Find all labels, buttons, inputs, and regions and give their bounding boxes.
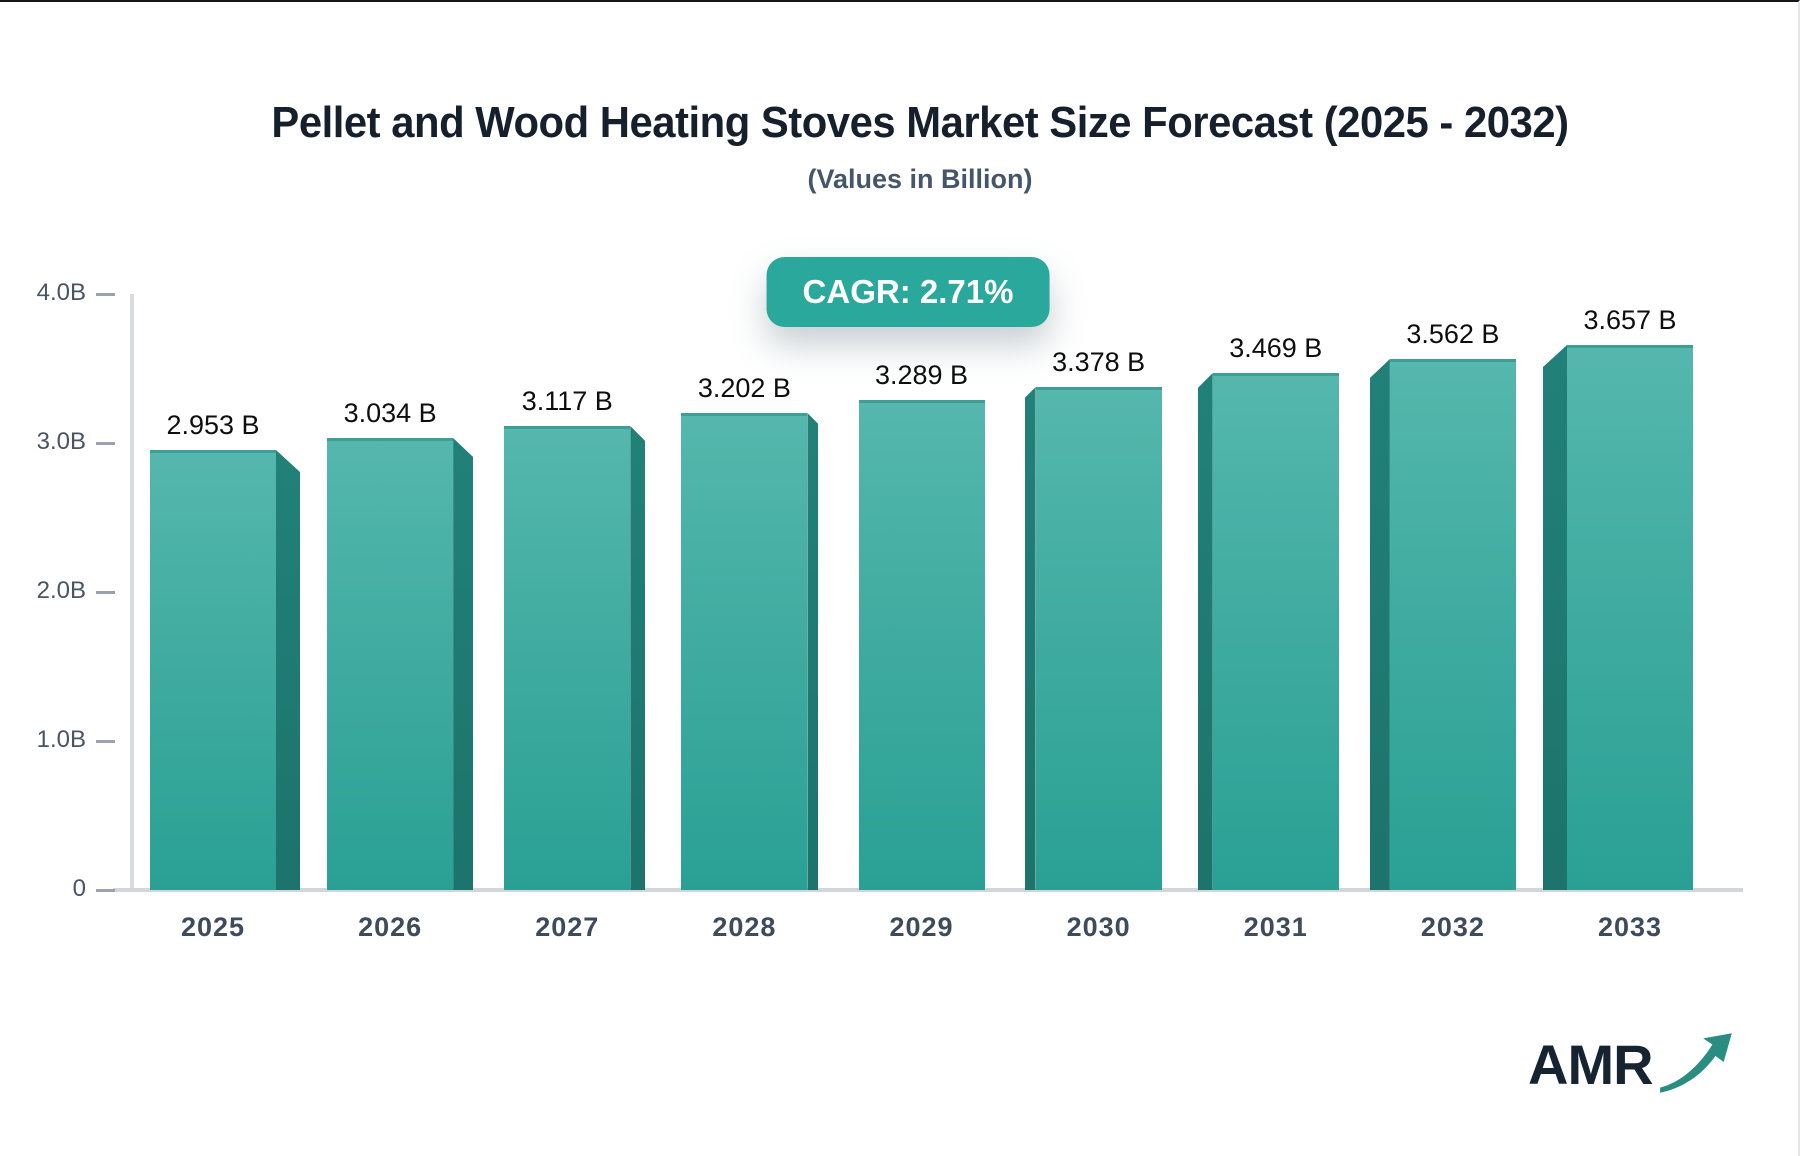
y-axis-tick (96, 889, 115, 892)
bar-side-face (1197, 373, 1213, 890)
y-axis-tick-label: 4.0B (36, 279, 86, 306)
y-axis-tick-label: 3.0B (36, 428, 86, 455)
y-axis-tick (96, 293, 115, 296)
y-axis-tick (96, 442, 115, 445)
amr-logo-text: AMR (1528, 1033, 1654, 1096)
y-axis-tick (96, 740, 115, 743)
bar-2025 (150, 450, 276, 890)
bar-side-face (1543, 345, 1567, 890)
x-axis-label-2027: 2027 (535, 912, 600, 942)
bar-side-face (276, 450, 300, 890)
bar-side-face (1024, 387, 1036, 890)
x-axis-label-2032: 2032 (1420, 912, 1485, 942)
bar-2030 (1035, 387, 1162, 890)
x-axis-label-2025: 2025 (180, 912, 246, 942)
cagr-badge: CAGR: 2.71% (766, 257, 1050, 327)
amr-logo: AMR (1528, 1024, 1758, 1119)
y-axis-tick (96, 591, 115, 594)
bar-value-label: 3.034 B (343, 398, 437, 428)
page-subtitle: (Values in Billion) (807, 164, 1033, 194)
x-axis-label-2028: 2028 (712, 912, 777, 942)
bar-value-label: 3.562 B (1406, 319, 1500, 349)
bar-side-face (453, 438, 474, 890)
plot-area: 4.0B 3.0B 2.0B 1.0B 0 2.953 B 2025 3.034 B 2026 3… (0, 279, 1798, 994)
bar-2031 (1212, 373, 1339, 890)
bar-side-face (807, 413, 819, 890)
x-axis-label-2029: 2029 (889, 912, 954, 942)
bar-value-label: 3.378 B (1052, 347, 1146, 377)
bar-value-label: 3.117 B (521, 386, 613, 416)
y-axis-tick-label: 0 (72, 875, 86, 902)
bar-2027 (504, 426, 631, 890)
bar-value-label: 3.202 B (697, 373, 791, 403)
bar-2033 (1567, 345, 1693, 890)
x-axis-label-2026: 2026 (358, 912, 423, 942)
page-title: Pellet and Wood Heating Stoves Market Si… (271, 98, 1569, 147)
bar-side-face (630, 426, 646, 890)
bar-2026 (327, 438, 454, 890)
x-axis-baseline (113, 888, 1743, 892)
bar-2032 (1389, 359, 1516, 890)
bar-value-label: 3.657 B (1583, 305, 1677, 335)
bar-side-face (1369, 359, 1390, 890)
bar-value-label: 3.289 B (874, 360, 969, 390)
bar-2029 (858, 400, 985, 890)
growth-arrow-icon (1660, 1033, 1732, 1093)
x-axis-label-2033: 2033 (1597, 912, 1663, 942)
bar-value-label: 2.953 B (166, 410, 260, 440)
bar-2028 (681, 413, 808, 890)
bar-value-label: 3.469 B (1229, 333, 1323, 363)
y-axis-line (130, 294, 134, 892)
y-axis-tick-label: 1.0B (36, 726, 86, 753)
x-axis-label-2030: 2030 (1066, 912, 1131, 942)
y-axis-tick-label: 2.0B (36, 577, 86, 604)
x-axis-label-2031: 2031 (1243, 912, 1308, 942)
